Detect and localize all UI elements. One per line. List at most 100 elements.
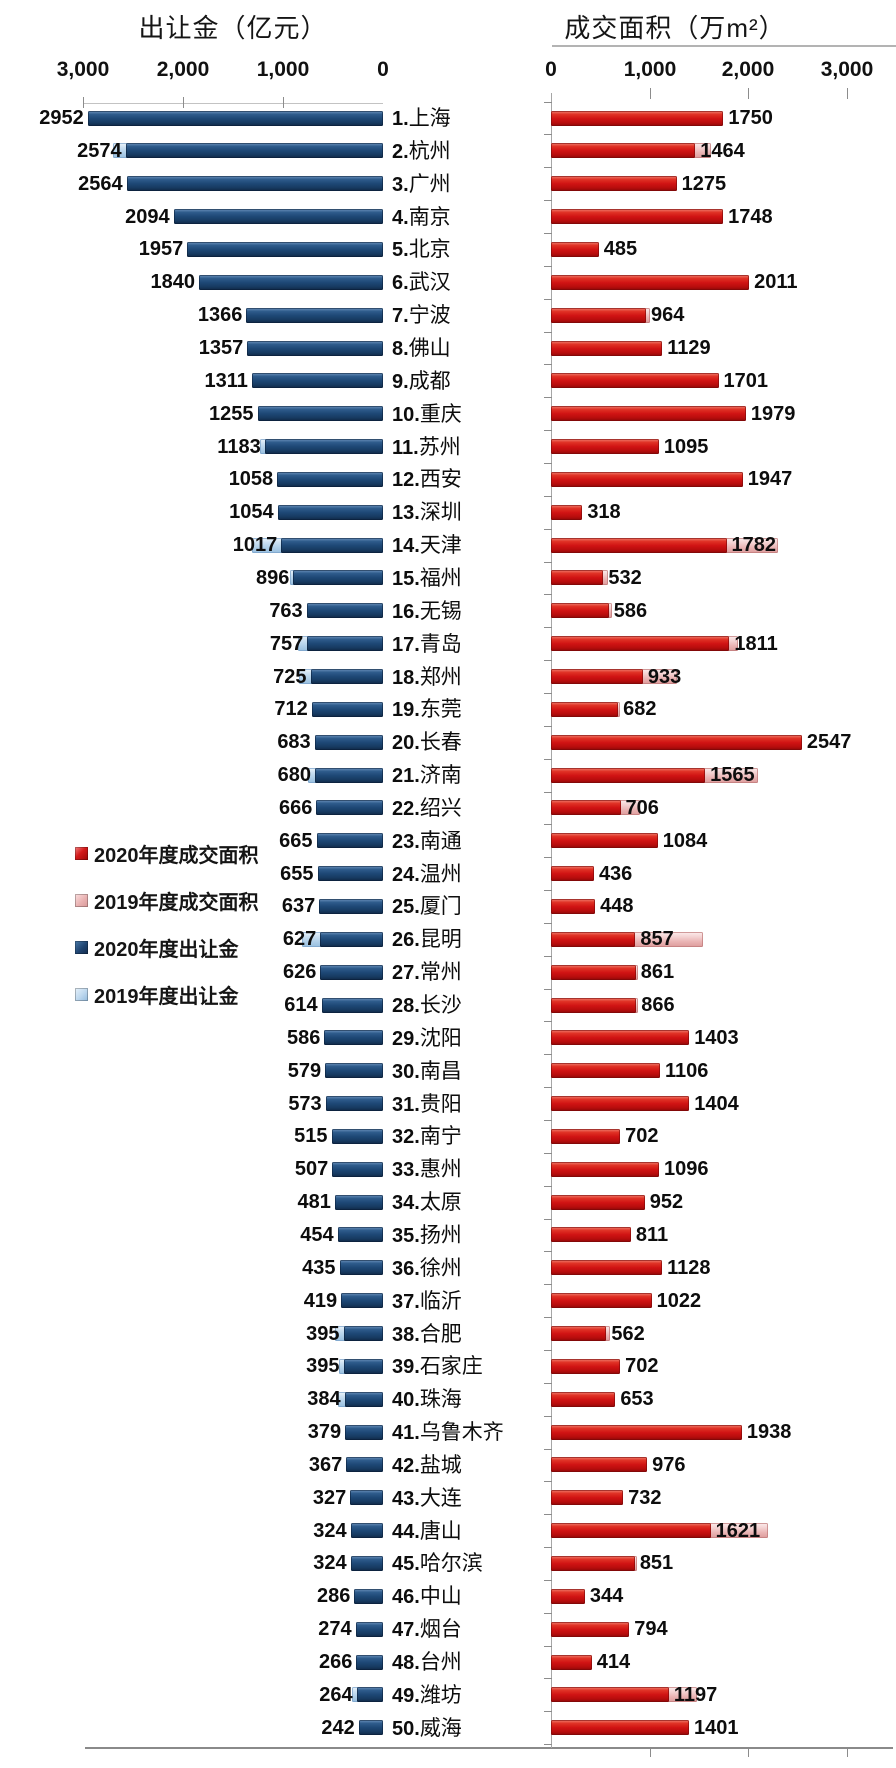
category-label-4: 4.南京 bbox=[392, 205, 451, 230]
value-label-transfer-20: 683 bbox=[277, 731, 311, 754]
category-label-34: 34.太原 bbox=[392, 1190, 462, 1215]
category-label-10: 10.重庆 bbox=[392, 402, 462, 427]
bar-2020-area-25 bbox=[551, 898, 596, 914]
right-category-axis-tick bbox=[544, 1054, 552, 1056]
category-city-name-34: 太原 bbox=[419, 1190, 462, 1214]
category-rank-36: 36. bbox=[392, 1257, 420, 1280]
bar-2020-transfer-43 bbox=[350, 1490, 383, 1506]
bar-2020-transfer-6 bbox=[199, 274, 383, 290]
legend-label-2020-area: 2020年度成交面积 bbox=[94, 844, 259, 867]
legend-label-2020-transfer: 2020年度出让金 bbox=[94, 938, 239, 961]
value-label-transfer-21: 680 bbox=[277, 764, 311, 786]
bar-2020-transfer-38 bbox=[343, 1326, 383, 1341]
bar-2020-transfer-24 bbox=[317, 866, 383, 882]
bar-2020-area-50 bbox=[551, 1720, 689, 1736]
category-rank-42: 42. bbox=[392, 1454, 420, 1477]
value-label-area-32: 702 bbox=[625, 1125, 659, 1148]
value-label-transfer-15: 896 bbox=[256, 566, 290, 589]
value-label-area-36: 1128 bbox=[667, 1256, 711, 1279]
value-label-transfer-19: 712 bbox=[274, 698, 308, 721]
category-rank-47: 47. bbox=[392, 1619, 420, 1642]
bar-2020-transfer-15 bbox=[293, 570, 383, 586]
category-city-name-3: 广州 bbox=[408, 171, 451, 196]
category-city-name-36: 徐州 bbox=[419, 1255, 462, 1280]
category-city-name-26: 昆明 bbox=[419, 927, 462, 952]
category-city-name-47: 烟台 bbox=[419, 1617, 462, 1642]
value-label-transfer-34: 481 bbox=[297, 1191, 331, 1213]
value-label-area-15: 532 bbox=[608, 566, 642, 589]
category-rank-29: 29. bbox=[392, 1027, 420, 1050]
left-chart-title: 出让金（亿元） bbox=[138, 13, 328, 43]
right-category-axis-tick bbox=[544, 1415, 552, 1417]
bar-2020-area-32 bbox=[551, 1128, 621, 1144]
value-label-transfer-13: 1054 bbox=[229, 501, 274, 524]
bar-2020-transfer-2 bbox=[125, 143, 383, 159]
category-city-name-6: 武汉 bbox=[408, 270, 451, 295]
category-rank-4: 4. bbox=[392, 206, 409, 229]
category-rank-31: 31. bbox=[392, 1093, 420, 1116]
category-rank-39: 39. bbox=[392, 1356, 420, 1379]
right-category-axis-tick bbox=[544, 430, 552, 432]
value-label-area-19: 682 bbox=[623, 698, 657, 721]
category-city-name-38: 合肥 bbox=[419, 1321, 462, 1346]
bar-2020-area-14 bbox=[551, 537, 727, 553]
category-rank-26: 26. bbox=[392, 929, 420, 952]
category-label-29: 29.沈阳 bbox=[392, 1026, 462, 1051]
value-label-transfer-47: 274 bbox=[318, 1618, 352, 1641]
right-axis-tick-2000: 2,000 bbox=[721, 58, 775, 81]
right-category-axis-tick bbox=[544, 463, 552, 464]
category-rank-11: 11. bbox=[392, 436, 419, 459]
bar-2020-transfer-5 bbox=[187, 241, 383, 257]
value-label-area-5: 485 bbox=[603, 238, 638, 261]
bar-2020-area-4 bbox=[551, 209, 724, 225]
value-label-area-17: 1811 bbox=[734, 632, 778, 655]
right-category-axis-tick bbox=[544, 1678, 552, 1680]
category-city-name-15: 福州 bbox=[419, 565, 462, 590]
right-category-axis-tick bbox=[544, 101, 552, 103]
bar-2020-area-10 bbox=[551, 406, 746, 422]
category-label-24: 24.温州 bbox=[392, 862, 462, 887]
value-label-area-4: 1748 bbox=[728, 205, 773, 228]
right-top-tick bbox=[847, 88, 848, 99]
category-rank-50: 50. bbox=[392, 1717, 420, 1740]
right-category-axis-tick bbox=[544, 1284, 552, 1286]
category-label-18: 18.郑州 bbox=[392, 665, 462, 690]
value-label-transfer-10: 1255 bbox=[209, 402, 254, 425]
category-label-16: 16.无锡 bbox=[392, 599, 462, 624]
category-label-19: 19.东莞 bbox=[392, 697, 462, 722]
value-label-transfer-36: 435 bbox=[302, 1256, 336, 1279]
category-label-12: 12.西安 bbox=[392, 467, 462, 492]
category-label-49: 49.潍坊 bbox=[392, 1683, 462, 1708]
bar-2020-area-27 bbox=[551, 964, 636, 980]
category-rank-15: 15. bbox=[392, 567, 420, 590]
bar-2020-area-2 bbox=[551, 143, 696, 159]
right-category-axis-tick bbox=[544, 922, 552, 924]
bar-2020-transfer-30 bbox=[325, 1063, 383, 1079]
category-label-8: 8.佛山 bbox=[392, 336, 451, 361]
right-bottom-tick bbox=[748, 1749, 749, 1757]
category-rank-23: 23. bbox=[392, 830, 420, 853]
value-label-area-14: 1782 bbox=[731, 534, 777, 556]
value-label-area-45: 851 bbox=[639, 1552, 674, 1575]
legend-item-2020-area: 2020年度成交面积 bbox=[75, 842, 259, 867]
right-category-axis-tick bbox=[544, 1185, 552, 1187]
right-category-axis-tick bbox=[544, 791, 552, 793]
value-label-area-47: 794 bbox=[634, 1618, 668, 1641]
category-city-name-2: 杭州 bbox=[408, 138, 451, 163]
category-rank-1: 1. bbox=[392, 108, 409, 130]
category-label-13: 13.深圳 bbox=[392, 500, 462, 525]
right-category-axis-tick bbox=[544, 1645, 552, 1647]
category-label-33: 33.惠州 bbox=[392, 1157, 462, 1182]
category-city-name-24: 温州 bbox=[419, 861, 462, 886]
right-title-underline bbox=[552, 45, 896, 47]
category-label-41: 41.乌鲁木齐 bbox=[392, 1420, 504, 1445]
right-chart-title: 成交面积（万m²） bbox=[564, 13, 786, 43]
bar-2020-transfer-19 bbox=[311, 701, 383, 717]
value-label-area-28: 866 bbox=[641, 994, 675, 1016]
left-top-tick bbox=[183, 97, 184, 108]
right-category-axis-tick bbox=[544, 758, 552, 760]
legend-item-2019-area: 2019年度成交面积 bbox=[75, 889, 259, 914]
value-label-area-37: 1022 bbox=[656, 1289, 702, 1312]
bar-2020-transfer-46 bbox=[354, 1588, 383, 1604]
value-label-transfer-7: 1366 bbox=[197, 304, 243, 327]
